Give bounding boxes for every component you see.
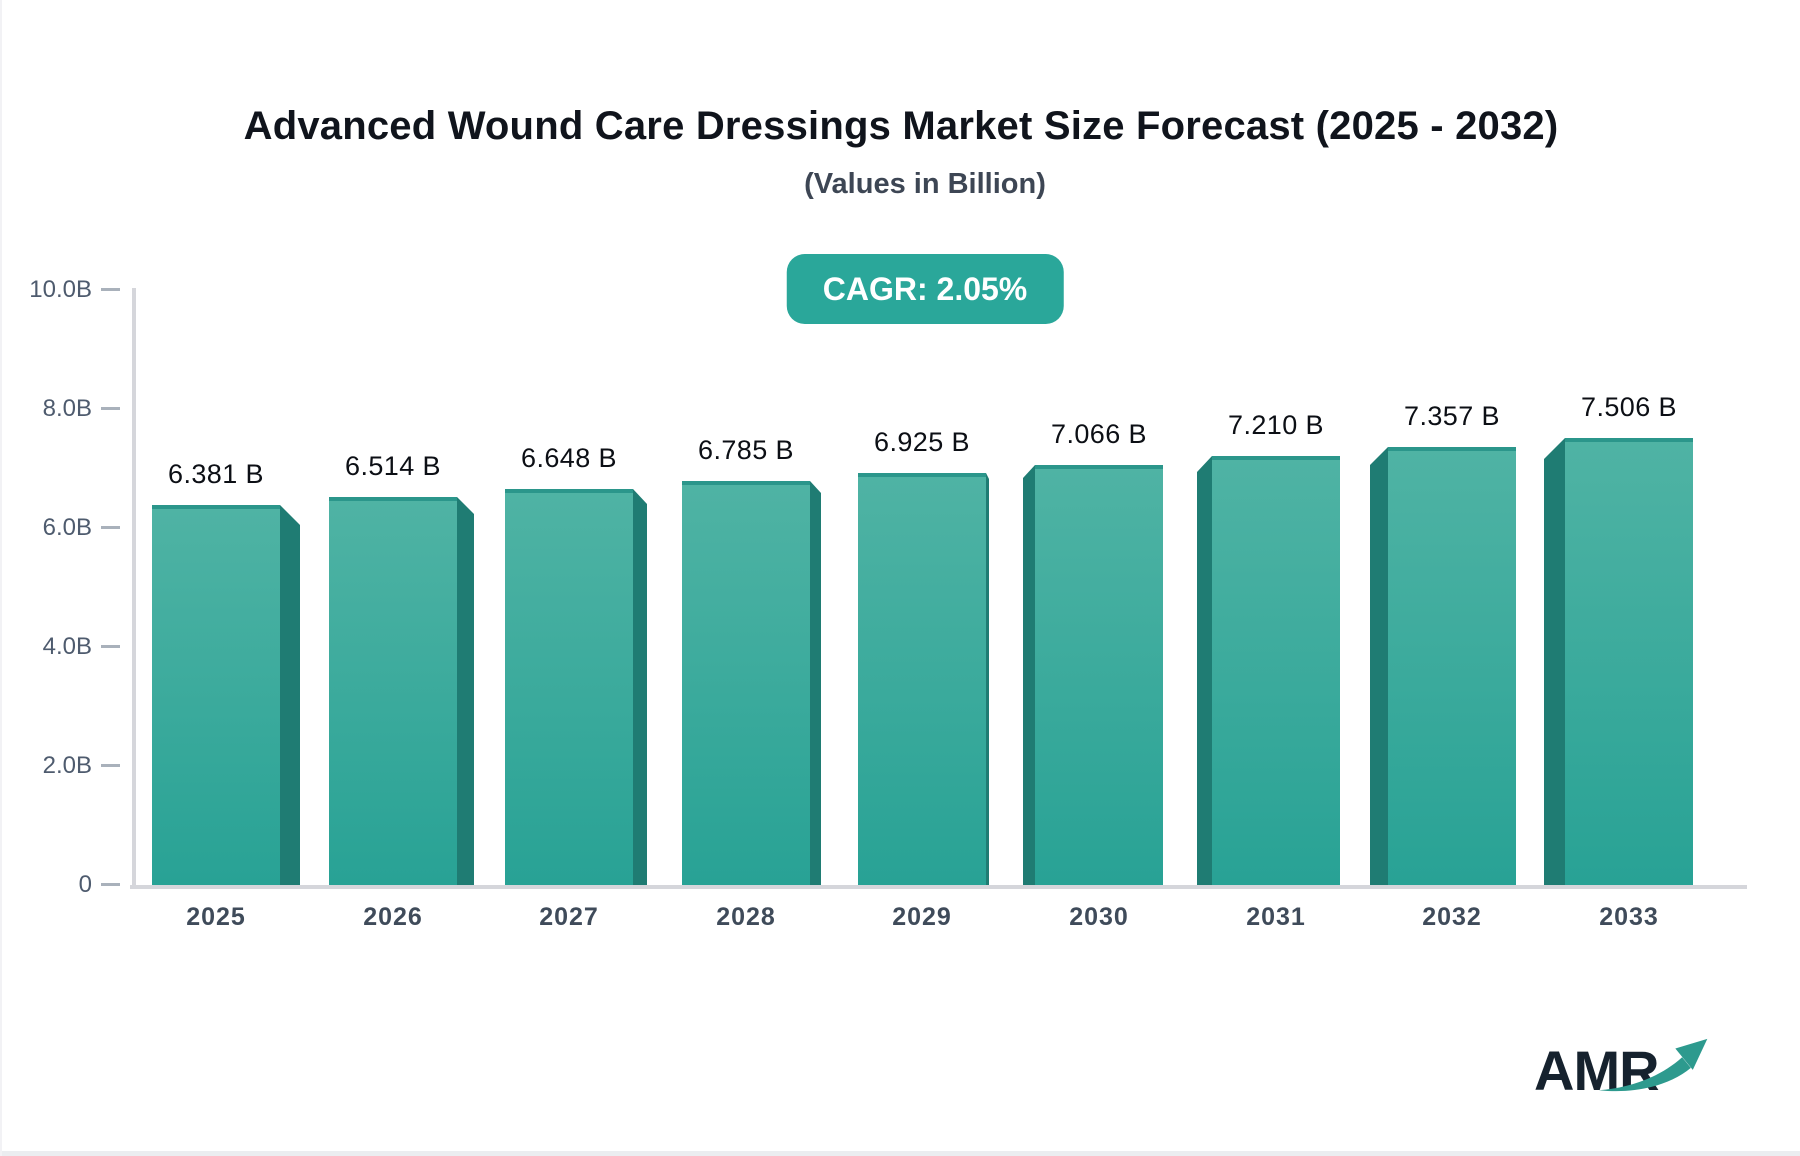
bar bbox=[152, 505, 280, 885]
y-axis-tick bbox=[101, 764, 120, 767]
bar bbox=[505, 489, 633, 885]
x-axis-label: 2033 bbox=[1599, 903, 1659, 931]
bar bbox=[682, 481, 810, 885]
bar-3d-side bbox=[1023, 465, 1035, 885]
bar-value-label: 7.506 B bbox=[1581, 392, 1677, 422]
y-axis-tick bbox=[101, 407, 120, 410]
bar-3d-side bbox=[280, 505, 300, 885]
cagr-badge: CAGR: 2.05% bbox=[786, 254, 1064, 324]
bar-3d-side bbox=[1197, 456, 1212, 885]
bar-value-label: 6.381 B bbox=[168, 459, 264, 489]
chart-title: Advanced Wound Care Dressings Market Siz… bbox=[243, 104, 1559, 148]
x-axis-label: 2025 bbox=[186, 903, 246, 931]
bar bbox=[1565, 438, 1693, 885]
x-axis-line bbox=[130, 885, 1747, 889]
y-axis-tick-label: 10.0B bbox=[29, 276, 92, 303]
bar-value-label: 6.514 B bbox=[345, 451, 441, 481]
cagr-badge-label: CAGR: 2.05% bbox=[822, 271, 1028, 307]
y-axis-tick-label: 6.0B bbox=[42, 514, 92, 541]
y-axis-tick bbox=[101, 645, 120, 648]
amr-logo-text: AMR bbox=[1534, 1039, 1660, 1102]
bar-3d-side bbox=[633, 489, 647, 885]
bar-3d-side bbox=[457, 497, 474, 885]
x-axis-label: 2026 bbox=[363, 903, 423, 931]
growth-arrow-icon bbox=[1598, 1038, 1708, 1092]
x-axis-label: 2027 bbox=[539, 903, 599, 931]
y-axis-tick-label: 0 bbox=[78, 871, 92, 898]
bar bbox=[329, 497, 457, 885]
x-axis-label: 2032 bbox=[1422, 903, 1482, 931]
x-axis-label: 2031 bbox=[1246, 903, 1306, 931]
amr-logo: AMR bbox=[1534, 1038, 1724, 1108]
y-axis-tick bbox=[101, 526, 120, 529]
bar bbox=[1212, 456, 1340, 885]
bar bbox=[858, 473, 986, 885]
y-axis-tick bbox=[101, 883, 120, 886]
bar bbox=[1035, 465, 1163, 885]
bar-3d-side bbox=[1544, 438, 1565, 885]
bar-3d-side bbox=[810, 481, 821, 885]
chart-subtitle: (Values in Billion) bbox=[804, 168, 1046, 200]
y-axis-tick bbox=[101, 288, 120, 291]
x-axis-label: 2029 bbox=[892, 903, 952, 931]
bar-value-label: 7.066 B bbox=[1051, 419, 1147, 449]
page-bottom-divider bbox=[2, 1151, 1800, 1156]
x-axis-label: 2028 bbox=[716, 903, 776, 931]
y-axis-line bbox=[132, 288, 136, 889]
y-axis-tick-label: 8.0B bbox=[42, 395, 92, 422]
y-axis-tick-label: 4.0B bbox=[42, 633, 92, 660]
bar-value-label: 6.785 B bbox=[698, 435, 794, 465]
bar-value-label: 7.357 B bbox=[1404, 401, 1500, 431]
y-axis-tick-label: 2.0B bbox=[42, 752, 92, 779]
bar bbox=[1388, 447, 1516, 885]
bar-value-label: 6.925 B bbox=[874, 427, 970, 457]
bar-value-label: 7.210 B bbox=[1228, 410, 1324, 440]
x-axis-label: 2030 bbox=[1069, 903, 1129, 931]
bar-3d-side bbox=[1370, 447, 1388, 885]
bar-3d-side bbox=[986, 473, 989, 885]
bar-value-label: 6.648 B bbox=[521, 443, 617, 473]
